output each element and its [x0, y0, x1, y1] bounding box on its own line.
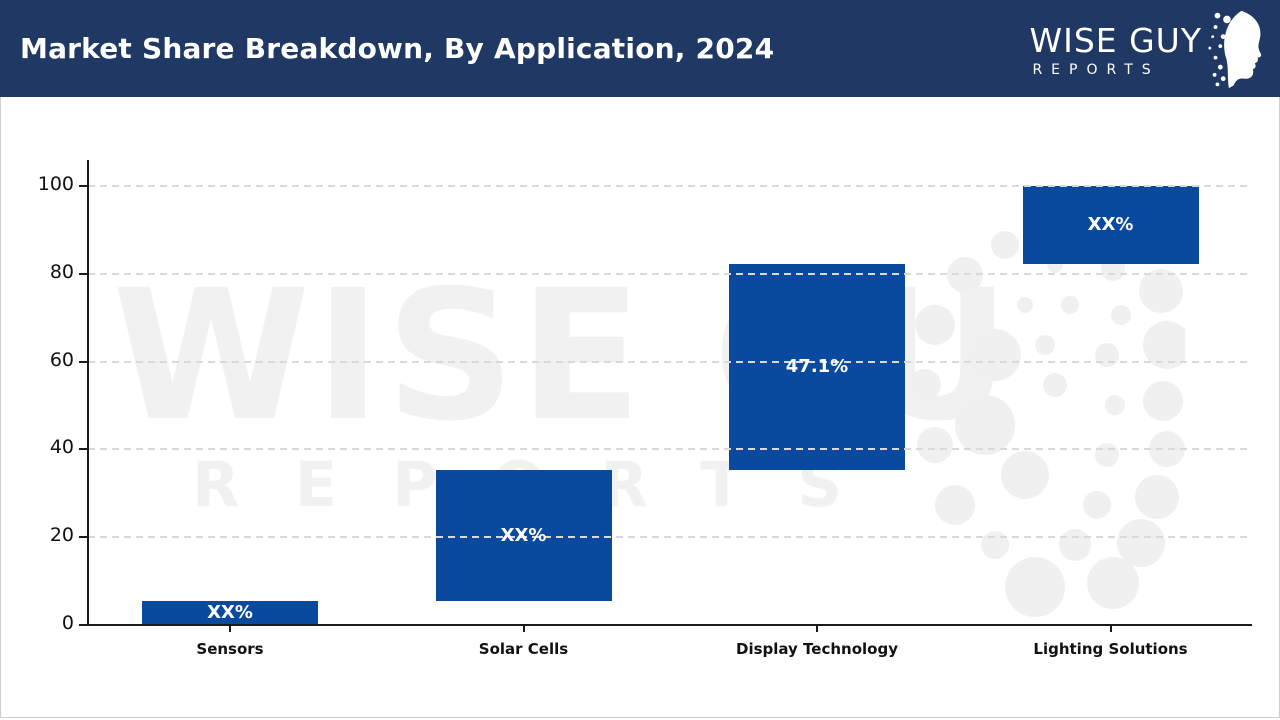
bar-label: XX% [500, 524, 547, 546]
bar [435, 470, 612, 601]
y-tick-label: 100 [37, 173, 74, 195]
gridline [88, 536, 1252, 539]
gridline [88, 360, 1252, 363]
y-tick [79, 360, 87, 363]
logo-face-icon [1208, 10, 1262, 89]
y-tick [79, 185, 87, 187]
bar-label: XX% [1087, 213, 1134, 235]
y-tick [79, 624, 87, 626]
y-tick-label: 0 [61, 612, 74, 634]
bar [142, 600, 318, 625]
gridline [88, 448, 1252, 451]
x-axis-line [87, 624, 1252, 626]
x-tick [229, 626, 231, 632]
logo-reports-label: REPORTS [1032, 62, 1160, 78]
x-tick [1109, 626, 1112, 632]
logo-wordmark: WISE GUY [1029, 21, 1202, 60]
y-tick [79, 536, 87, 539]
x-tick [522, 626, 525, 632]
x-tick-label: Sensors [196, 640, 264, 658]
bar-label: XX% [207, 601, 253, 623]
y-tick-label: 80 [49, 260, 74, 283]
x-tick [816, 626, 818, 632]
y-tick-label: 20 [49, 524, 74, 547]
gridline [88, 272, 1252, 275]
gridline [88, 185, 1252, 187]
logo-text: WISE GUY REPORTS [1029, 21, 1202, 79]
bar-label: 47.1% [785, 356, 849, 378]
y-tick-label: 40 [49, 436, 74, 459]
logo: WISE GUY REPORTS [1029, 8, 1266, 92]
bar [729, 263, 905, 471]
y-tick-label: 60 [49, 348, 74, 371]
header: Market Share Breakdown, By Application, … [0, 0, 1280, 97]
y-tick [79, 272, 87, 275]
page-title: Market Share Breakdown, By Application, … [20, 32, 775, 65]
x-tick-label: Display Technology [736, 640, 898, 658]
x-tick-label: Solar Cells [478, 640, 569, 658]
y-axis-line [87, 160, 89, 626]
bar [1022, 186, 1199, 264]
x-tick-label: Lighting Solutions [1033, 640, 1188, 658]
y-tick [79, 448, 87, 451]
